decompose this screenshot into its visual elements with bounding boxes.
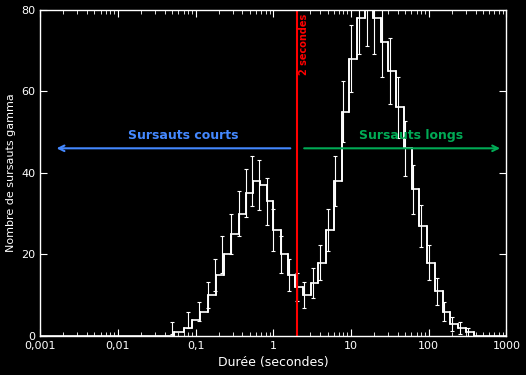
Y-axis label: Nombre de sursauts gamma: Nombre de sursauts gamma: [6, 93, 16, 252]
Text: 2 secondes: 2 secondes: [299, 13, 309, 75]
Text: Sursauts longs: Sursauts longs: [359, 129, 463, 142]
X-axis label: Durée (secondes): Durée (secondes): [218, 357, 329, 369]
Text: Sursauts courts: Sursauts courts: [128, 129, 239, 142]
